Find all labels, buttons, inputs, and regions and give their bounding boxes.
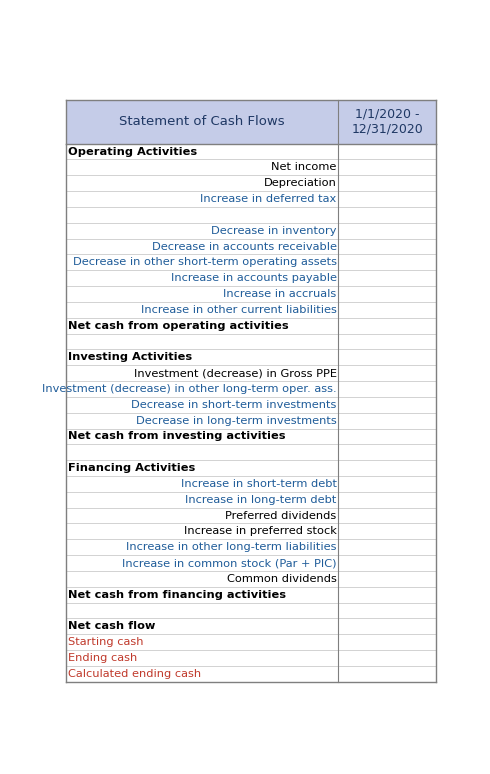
Text: Increase in deferred tax: Increase in deferred tax (200, 194, 337, 204)
Text: Increase in common stock (Par + PIC): Increase in common stock (Par + PIC) (122, 558, 337, 568)
Text: Net cash flow: Net cash flow (68, 622, 155, 632)
Text: Investment (decrease) in Gross PPE: Investment (decrease) in Gross PPE (134, 368, 337, 378)
Text: Decrease in other short-term operating assets: Decrease in other short-term operating a… (73, 257, 337, 267)
Text: Investing Activities: Investing Activities (68, 352, 192, 362)
Text: Operating Activities: Operating Activities (68, 146, 197, 156)
Text: Increase in short-term debt: Increase in short-term debt (181, 479, 337, 489)
Text: Net cash from financing activities: Net cash from financing activities (68, 590, 286, 600)
Text: Financing Activities: Financing Activities (68, 463, 195, 473)
Text: Net cash from investing activities: Net cash from investing activities (68, 431, 285, 441)
Text: Increase in preferred stock: Increase in preferred stock (184, 526, 337, 536)
Text: Decrease in short-term investments: Decrease in short-term investments (131, 399, 337, 409)
Text: Ending cash: Ending cash (68, 653, 137, 663)
Text: Net cash from operating activities: Net cash from operating activities (68, 320, 288, 330)
Text: Starting cash: Starting cash (68, 637, 143, 647)
Text: Increase in accruals: Increase in accruals (223, 289, 337, 299)
Text: Increase in accounts payable: Increase in accounts payable (171, 273, 337, 283)
Text: Decrease in long-term investments: Decrease in long-term investments (136, 416, 337, 426)
Text: Increase in long-term debt: Increase in long-term debt (185, 495, 337, 505)
Text: Decrease in inventory: Decrease in inventory (211, 226, 337, 236)
Text: Calculated ending cash: Calculated ending cash (68, 669, 201, 679)
Text: Depreciation: Depreciation (264, 178, 337, 188)
Text: Increase in other long-term liabilities: Increase in other long-term liabilities (126, 543, 337, 552)
Text: Common dividends: Common dividends (227, 574, 337, 584)
Text: 1/1/2020 -
12/31/2020: 1/1/2020 - 12/31/2020 (351, 108, 423, 136)
Text: Increase in other current liabilities: Increase in other current liabilities (141, 305, 337, 315)
Text: Statement of Cash Flows: Statement of Cash Flows (119, 115, 285, 128)
Text: Investment (decrease) in other long-term oper. ass.: Investment (decrease) in other long-term… (42, 384, 337, 394)
Text: Net income: Net income (271, 163, 337, 173)
Bar (66, 100, 437, 144)
Text: Decrease in accounts receivable: Decrease in accounts receivable (152, 241, 337, 252)
Text: Preferred dividends: Preferred dividends (225, 511, 337, 521)
